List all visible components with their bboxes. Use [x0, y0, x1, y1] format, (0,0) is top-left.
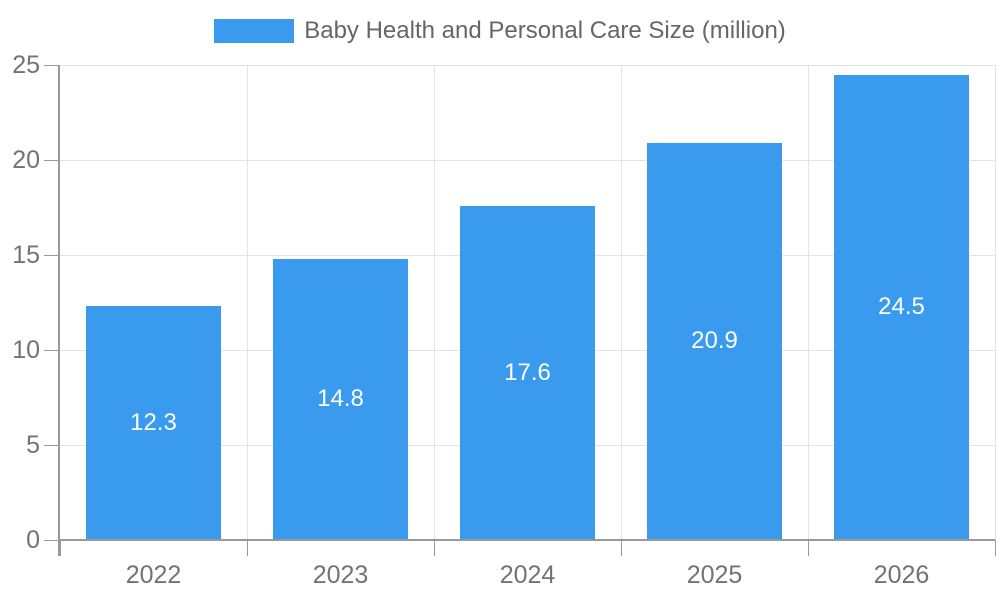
x-tick-label-2024: 2024: [499, 561, 556, 589]
gridline-horizontal: [60, 159, 995, 161]
x-tick-label-2023: 2023: [312, 561, 369, 589]
gridline-vertical: [620, 65, 622, 540]
bar-value-label: 20.9: [691, 327, 738, 355]
x-axis-tick: [994, 540, 996, 556]
y-axis-tick: [44, 539, 58, 541]
x-axis-tick: [59, 540, 61, 556]
y-tick-label: 0: [26, 526, 40, 554]
y-tick-label: 15: [12, 241, 40, 269]
y-tick-label: 5: [26, 431, 40, 459]
bar-value-label: 24.5: [878, 293, 925, 321]
y-axis-tick: [44, 159, 58, 161]
x-axis-tick: [620, 540, 622, 556]
y-axis-tick: [44, 349, 58, 351]
y-axis-line: [58, 65, 60, 556]
y-tick-label: 10: [12, 336, 40, 364]
gridline-horizontal: [60, 64, 995, 66]
legend[interactable]: Baby Health and Personal Care Size (mill…: [0, 17, 1000, 44]
legend-swatch-icon: [214, 19, 295, 43]
x-axis-line: [60, 539, 995, 541]
bar-2025[interactable]: [647, 142, 782, 540]
x-axis-tick: [246, 540, 248, 556]
bar-2024[interactable]: [460, 205, 595, 540]
x-axis-tick: [807, 540, 809, 556]
bar-value-label: 12.3: [130, 409, 177, 437]
bar-value-label: 14.8: [317, 385, 364, 413]
y-axis-tick: [44, 64, 58, 66]
gridline-vertical: [433, 65, 435, 540]
gridline-vertical: [994, 65, 996, 540]
bar-2022[interactable]: [86, 306, 221, 540]
bar-value-label: 17.6: [504, 358, 551, 386]
y-axis-tick: [44, 254, 58, 256]
y-tick-label: 20: [12, 146, 40, 174]
x-axis-tick: [433, 540, 435, 556]
bar-2023[interactable]: [273, 258, 408, 540]
x-tick-label-2025: 2025: [686, 561, 743, 589]
gridline-vertical: [807, 65, 809, 540]
bar-2026[interactable]: [834, 74, 969, 540]
gridline-vertical: [246, 65, 248, 540]
y-axis-tick: [44, 444, 58, 446]
legend-label: Baby Health and Personal Care Size (mill…: [304, 17, 786, 44]
y-tick-label: 25: [12, 51, 40, 79]
x-tick-label-2026: 2026: [873, 561, 930, 589]
x-tick-label-2022: 2022: [125, 561, 182, 589]
